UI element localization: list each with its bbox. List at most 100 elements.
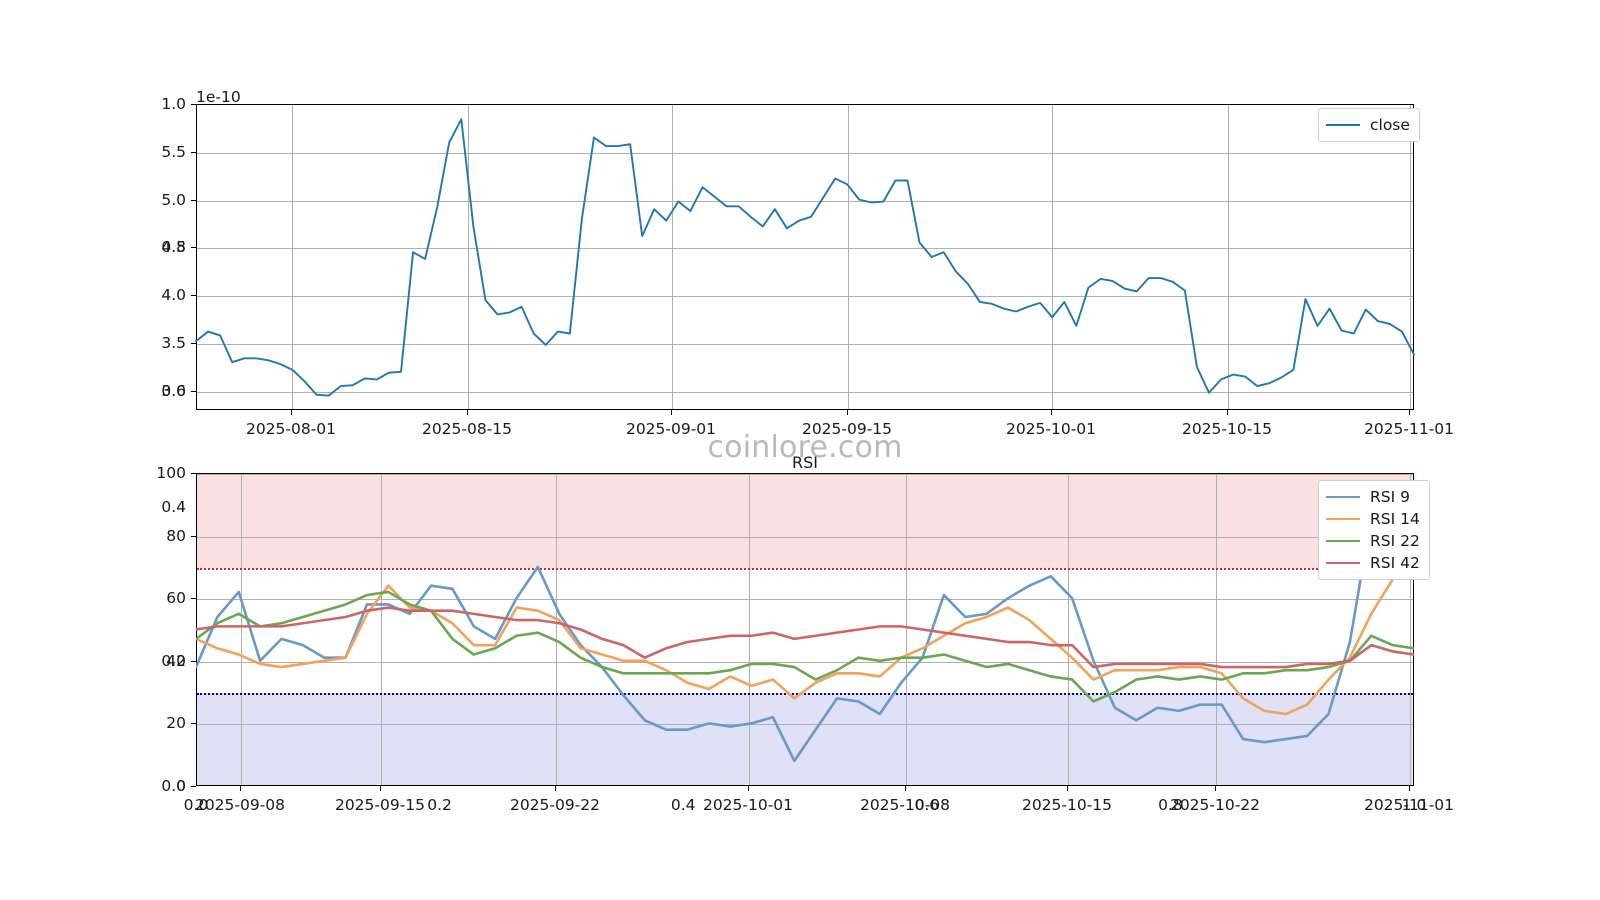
legend-swatch-rsi-42	[1326, 562, 1360, 564]
y-tick-label-overlay: 0.0	[161, 777, 186, 795]
gridline-horizontal	[197, 296, 1413, 298]
y-tick-label: 100	[156, 464, 186, 482]
x-tick-label: 2025-11-01	[1363, 420, 1455, 438]
gridline-vertical	[1410, 105, 1411, 409]
legend-label: RSI 22	[1370, 532, 1420, 550]
y-tick-label: 0	[176, 777, 186, 795]
y-tick-mark	[191, 535, 196, 537]
gridline-vertical	[1216, 474, 1217, 785]
x-tick-label: 2025-10-01	[1005, 420, 1097, 438]
y-tick-label-overlay: 0.4	[161, 498, 186, 517]
price-series-layer	[195, 118, 1415, 397]
gridline-vertical	[292, 105, 293, 409]
x-tick-label-overlay: 0.8	[1158, 796, 1183, 814]
y-tick-mark	[191, 343, 196, 345]
x-tick-mark	[1067, 786, 1068, 791]
x-tick-mark	[555, 786, 556, 791]
price-panel: 1e-10 3.0 3.5 4.0 4.5 5.0 5.5 1.0 0.6 0.8 2025-08…	[161, 88, 1455, 438]
x-tick-mark	[1227, 410, 1228, 415]
gridline-horizontal	[197, 391, 1413, 393]
gridline-horizontal	[197, 152, 1413, 154]
gridline-vertical	[1228, 105, 1229, 409]
x-tick-mark	[1051, 410, 1052, 415]
y-tick-mark	[191, 104, 196, 105]
legend-label: RSI 42	[1370, 554, 1420, 572]
y-tick-mark	[191, 199, 196, 201]
gridline-horizontal	[197, 344, 1413, 346]
y-tick-mark	[191, 473, 196, 474]
legend-swatch-rsi-22	[1326, 540, 1360, 542]
legend-label: RSI 9	[1370, 488, 1410, 506]
x-tick-label: 2025-08-01	[245, 420, 337, 438]
legend-row: RSI 9	[1326, 486, 1420, 508]
legend-row: RSI 42	[1326, 552, 1420, 574]
y-tick-label: 3.0	[161, 381, 186, 400]
x-tick-label-overlay: 1.0	[1401, 796, 1427, 814]
x-tick-mark	[380, 786, 381, 791]
y-tick-mark	[191, 151, 196, 153]
legend-row: close	[1326, 114, 1410, 136]
x-tick-label: 2025-10-01	[702, 796, 794, 814]
rsi-plot-area	[196, 473, 1414, 786]
gridline-horizontal	[197, 474, 1413, 475]
price-legend[interactable]: close	[1318, 108, 1420, 142]
watermark: coinlore.com	[707, 430, 903, 465]
x-tick-label: 2025-09-08	[194, 796, 286, 814]
x-tick-label: 2025-10-15	[1181, 420, 1273, 438]
rsi-panel-title: RSI	[792, 453, 818, 472]
legend-label: RSI 14	[1370, 510, 1420, 528]
gridline-horizontal	[197, 200, 1413, 202]
legend-swatch-close	[1326, 124, 1360, 126]
x-tick-label-overlay: 0.4	[670, 796, 696, 814]
y-tick-label: 4.0	[161, 286, 186, 305]
y-tick-label: 20	[166, 714, 186, 733]
rsi-overbought-line	[197, 567, 1413, 570]
gridline-horizontal	[197, 661, 1413, 663]
legend-label: close	[1370, 116, 1410, 134]
x-tick-mark	[1409, 786, 1410, 791]
x-tick-label: 2025-09-22	[509, 796, 601, 814]
y-tick-mark	[191, 723, 196, 725]
rsi-oversold-band	[197, 693, 1413, 785]
gridline-vertical	[749, 474, 750, 785]
x-tick-mark	[291, 410, 292, 415]
y-tick-label: 3.5	[161, 334, 186, 353]
rsi-legend[interactable]: RSI 9 RSI 14 RSI 22 RSI 42	[1318, 480, 1430, 580]
gridline-vertical	[241, 474, 242, 785]
y-tick-label-overlay: 0.6	[161, 381, 186, 400]
gridline-vertical	[1410, 474, 1411, 785]
x-tick-mark	[240, 786, 241, 791]
legend-swatch-rsi-9	[1326, 496, 1360, 498]
x-tick-mark	[847, 410, 848, 415]
gridline-vertical	[1068, 474, 1069, 785]
x-tick-label-overlay: 0.6	[914, 796, 940, 814]
x-tick-label-overlay: 0.0	[183, 796, 209, 814]
legend-swatch-rsi-14	[1326, 518, 1360, 520]
x-tick-label: 2025-10-22	[1169, 796, 1261, 814]
y-tick-mark	[191, 598, 196, 600]
y-tick-label: 80	[166, 526, 186, 545]
x-tick-mark	[671, 410, 672, 415]
x-tick-label: 2025-11-01	[1363, 796, 1455, 814]
gridline-vertical	[906, 474, 907, 785]
rsi-overbought-band	[197, 474, 1413, 568]
x-tick-label: 2025-09-15	[334, 796, 426, 814]
y-tick-mark	[191, 786, 196, 787]
y-tick-mark	[191, 390, 196, 392]
y-tick-label: 5.5	[161, 142, 186, 161]
legend-row: RSI 14	[1326, 508, 1420, 530]
y-tick-label: 5.0	[161, 190, 186, 209]
y-tick-mark	[191, 295, 196, 297]
x-tick-label-overlay: 0.2	[427, 796, 452, 814]
y-tick-label: 4.5	[161, 238, 186, 257]
gridline-horizontal	[197, 599, 1413, 601]
legend-row: RSI 22	[1326, 530, 1420, 552]
gridline-horizontal	[197, 536, 1413, 538]
gridline-vertical	[672, 105, 673, 409]
x-tick-mark	[748, 786, 749, 791]
x-tick-label: 2025-10-08	[859, 796, 951, 814]
gridline-vertical	[381, 474, 382, 785]
